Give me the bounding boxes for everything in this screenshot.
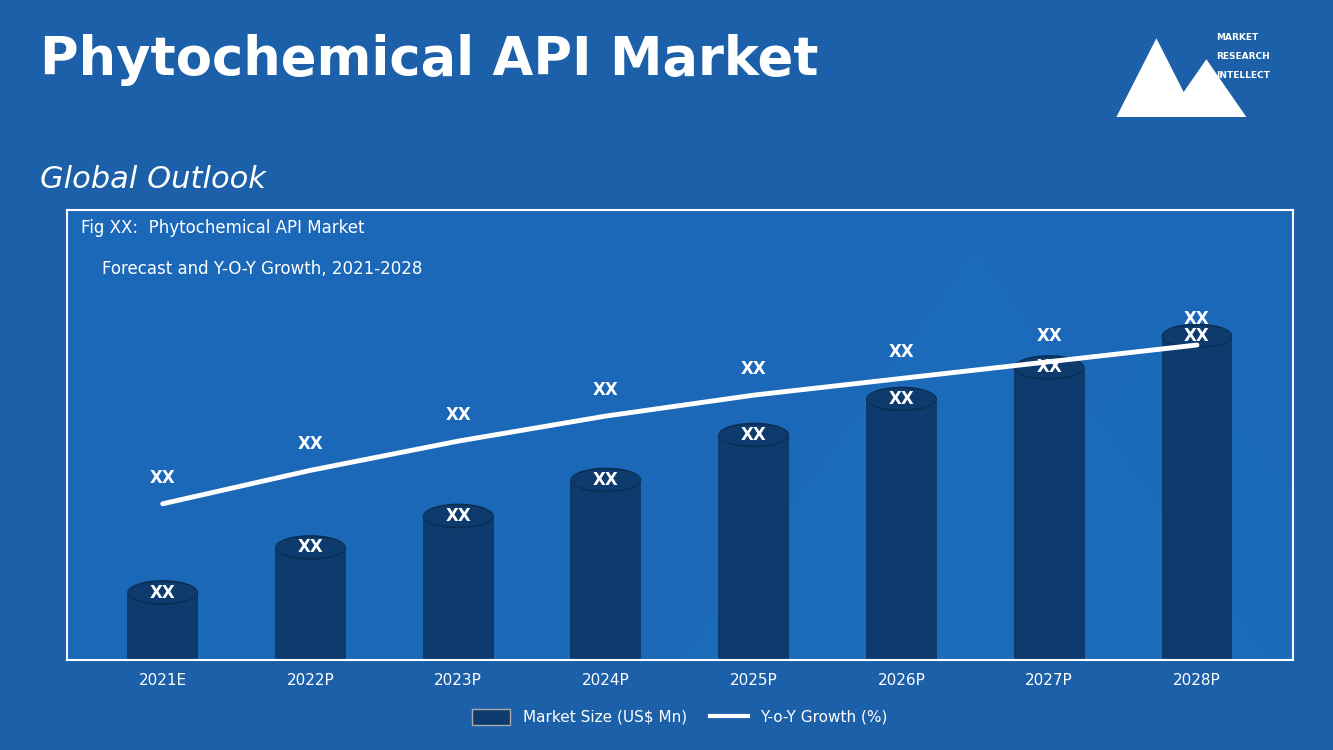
- Text: Phytochemical API Market: Phytochemical API Market: [40, 34, 818, 86]
- Ellipse shape: [276, 537, 345, 558]
- Ellipse shape: [1162, 326, 1232, 346]
- Text: XX: XX: [593, 471, 619, 489]
- Bar: [1161, 336, 1233, 660]
- Ellipse shape: [128, 582, 197, 603]
- Bar: [275, 548, 345, 660]
- Text: XX: XX: [297, 538, 324, 556]
- Text: Global Outlook: Global Outlook: [40, 165, 265, 194]
- Bar: [127, 592, 199, 660]
- Bar: [718, 435, 789, 660]
- Text: XX: XX: [593, 381, 619, 399]
- Text: INTELLECT: INTELLECT: [1216, 70, 1270, 80]
- Text: XX: XX: [741, 426, 766, 444]
- Bar: [423, 516, 493, 660]
- Ellipse shape: [1161, 324, 1233, 349]
- Text: XX: XX: [445, 406, 471, 424]
- Text: RESEARCH: RESEARCH: [1216, 52, 1270, 61]
- Text: XX: XX: [1184, 327, 1210, 345]
- Polygon shape: [901, 322, 1333, 660]
- Text: XX: XX: [889, 390, 914, 408]
- Ellipse shape: [1014, 357, 1084, 378]
- Ellipse shape: [127, 580, 199, 604]
- Text: XX: XX: [741, 360, 766, 378]
- Polygon shape: [680, 246, 1270, 660]
- Text: XX: XX: [1036, 326, 1062, 344]
- Text: XX: XX: [149, 469, 176, 487]
- Text: XX: XX: [297, 435, 324, 453]
- Ellipse shape: [718, 423, 789, 447]
- Text: XX: XX: [445, 507, 471, 525]
- Text: XX: XX: [1036, 358, 1062, 376]
- Ellipse shape: [572, 470, 641, 490]
- Text: XX: XX: [1184, 310, 1210, 328]
- Text: Fig XX:  Phytochemical API Market: Fig XX: Phytochemical API Market: [81, 219, 365, 237]
- Ellipse shape: [423, 504, 493, 528]
- Text: XX: XX: [889, 344, 914, 362]
- Text: XX: XX: [149, 584, 176, 602]
- Ellipse shape: [424, 506, 493, 526]
- Polygon shape: [1166, 59, 1246, 117]
- Ellipse shape: [718, 424, 788, 445]
- Ellipse shape: [1014, 356, 1085, 380]
- Text: Forecast and Y-O-Y Growth, 2021-2028: Forecast and Y-O-Y Growth, 2021-2028: [81, 260, 423, 278]
- Polygon shape: [1116, 38, 1196, 117]
- Text: MARKET: MARKET: [1216, 33, 1258, 42]
- Legend: Market Size (US$ Mn), Y-o-Y Growth (%): Market Size (US$ Mn), Y-o-Y Growth (%): [467, 703, 893, 731]
- Ellipse shape: [866, 387, 937, 411]
- Ellipse shape: [866, 388, 936, 410]
- Ellipse shape: [275, 536, 345, 560]
- Ellipse shape: [571, 468, 641, 493]
- Bar: [866, 399, 937, 660]
- Bar: [1014, 368, 1085, 660]
- Bar: [571, 480, 641, 660]
